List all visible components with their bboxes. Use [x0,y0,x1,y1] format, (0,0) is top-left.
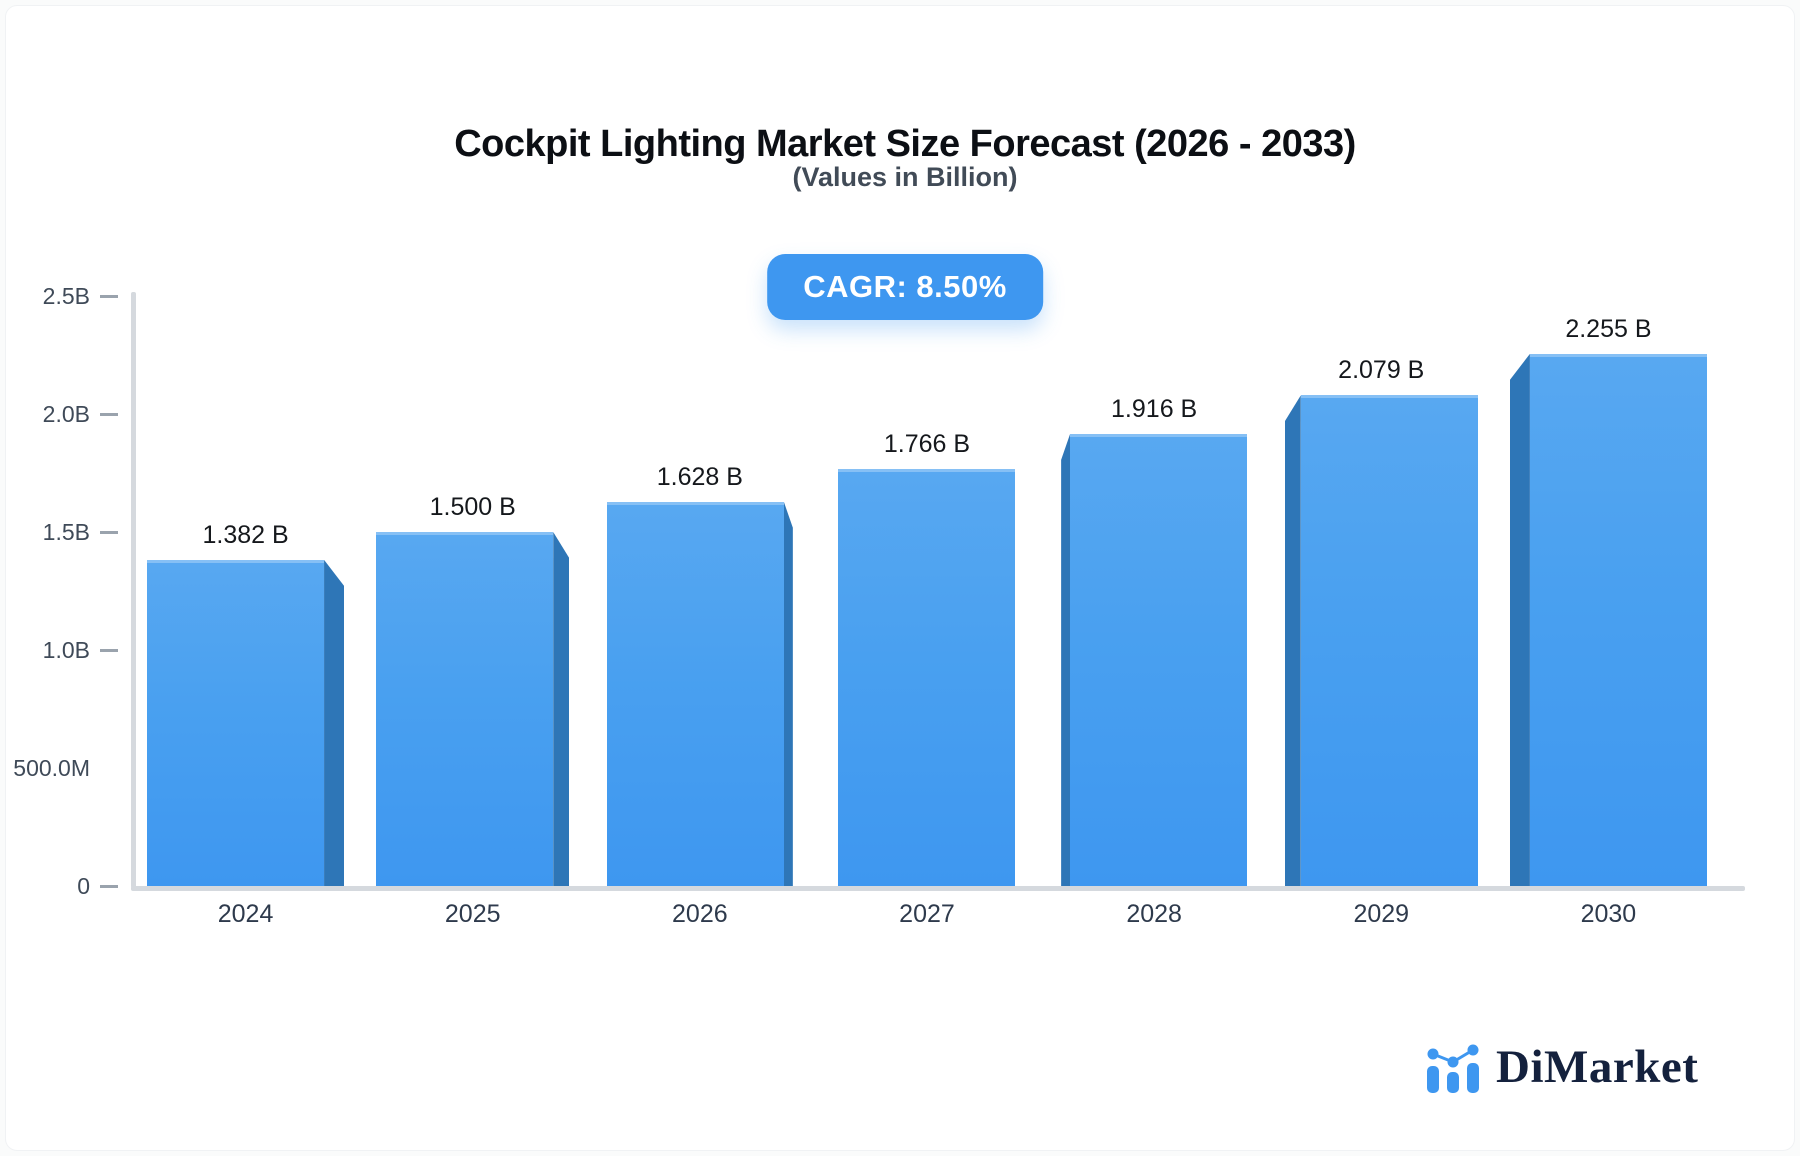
bar-side-face [1509,353,1530,886]
bar-side-face [553,532,570,886]
y-axis-tick [100,413,118,416]
bar-slot: 1.628 B [586,296,813,886]
bar-face[interactable] [376,532,554,886]
bar-slot: 2.255 B [1495,296,1722,886]
logo: DiMarket [1424,1038,1698,1096]
y-axis-tick-label: 2.0B [42,401,90,427]
y-axis-line [131,292,136,888]
y-axis-tick-label: 1.5B [42,519,90,545]
chart-subtitle: (Values in Billion) [792,162,1018,192]
bar-face[interactable] [606,501,784,886]
bar-slot: 2.079 B [1268,296,1495,886]
bar-face[interactable] [838,469,1016,886]
bar-slot: 1.500 B [359,296,586,886]
bar-2030[interactable]: 2.255 B [1509,315,1707,886]
bar-value-label: 1.382 B [202,520,289,549]
x-axis-line [131,886,1745,891]
bar-2025[interactable]: 1.500 B [376,493,570,886]
bar-2027[interactable]: 1.766 B [838,430,1016,886]
bar-2024[interactable]: 1.382 B [147,521,345,886]
bar-slot: 1.382 B [132,296,359,886]
chart-title: Cockpit Lighting Market Size Forecast (2… [454,123,1356,166]
bar-side-face [1284,395,1301,886]
x-axis-label-2030: 2030 [1580,900,1637,928]
bar-face[interactable] [147,559,325,886]
y-axis-tick-label: 500.0M [13,755,90,781]
y-axis-tick-label: 1.0B [42,637,90,663]
y-axis-tick-label: 2.5B [42,283,90,309]
y-axis-tick [100,885,118,888]
x-axis-labels: 2024 2025 2026 2027 2028 2029 2030 [132,900,1722,929]
x-axis-label-2029: 2029 [1353,900,1410,928]
bar-value-label: 2.079 B [1338,356,1425,385]
logo-text: DiMarket [1496,1041,1699,1093]
x-axis-label-2025: 2025 [444,900,501,928]
bar-slot: 1.766 B [813,296,1040,886]
bar-value-label: 1.916 B [1111,394,1198,423]
bar-face[interactable] [1300,395,1478,886]
bar-value-label: 2.255 B [1565,314,1652,343]
bar-face[interactable] [1529,353,1707,886]
y-axis-tick-label: 0 [77,873,90,899]
bar-value-label: 1.766 B [883,430,971,459]
bar-2028[interactable]: 1.916 B [1061,395,1248,886]
y-axis-tick [100,531,118,534]
bar-side-face [324,559,345,886]
x-axis-label-2024: 2024 [217,900,274,928]
bar-chart-logo-icon [1427,1044,1479,1093]
bar-value-label: 1.628 B [656,462,743,491]
bar-value-label: 1.500 B [429,493,516,521]
bars-plot-area: 1.382 B 1.500 B 1.628 B 1.766 B 1.916 B 2.079… [132,296,1722,886]
y-axis-tick [100,295,118,298]
bar-side-face [1061,433,1071,886]
x-axis-label-2028: 2028 [1126,900,1182,928]
cagr-badge: CAGR: 8.50% [767,254,1043,320]
bar-face[interactable] [1070,433,1248,886]
x-axis-label-2027: 2027 [899,900,955,928]
bar-side-face [783,501,793,886]
y-axis-tick [100,649,118,652]
bar-2029[interactable]: 2.079 B [1284,356,1478,886]
bar-2026[interactable]: 1.628 B [606,463,793,886]
x-axis-label-2026: 2026 [672,900,728,928]
bar-slot: 1.916 B [1041,296,1268,886]
